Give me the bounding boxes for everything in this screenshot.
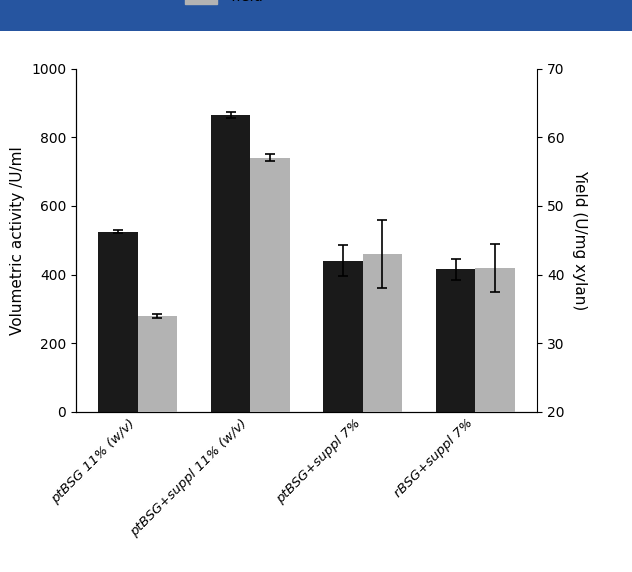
Bar (211, 115, 250, 412)
Y-axis label: Volumetric activity /U/ml: Volumetric activity /U/ml (11, 146, 25, 335)
Bar (363, 254, 402, 549)
Bar (99, 232, 138, 412)
Bar (436, 269, 475, 412)
Legend: Vol xylanase activity, Yield: Vol xylanase activity, Yield (185, 0, 379, 4)
Bar (475, 268, 514, 549)
Bar (138, 316, 177, 549)
Y-axis label: Yield (U/mg xylan): Yield (U/mg xylan) (572, 170, 586, 311)
Bar (324, 261, 363, 412)
Bar (250, 158, 289, 549)
